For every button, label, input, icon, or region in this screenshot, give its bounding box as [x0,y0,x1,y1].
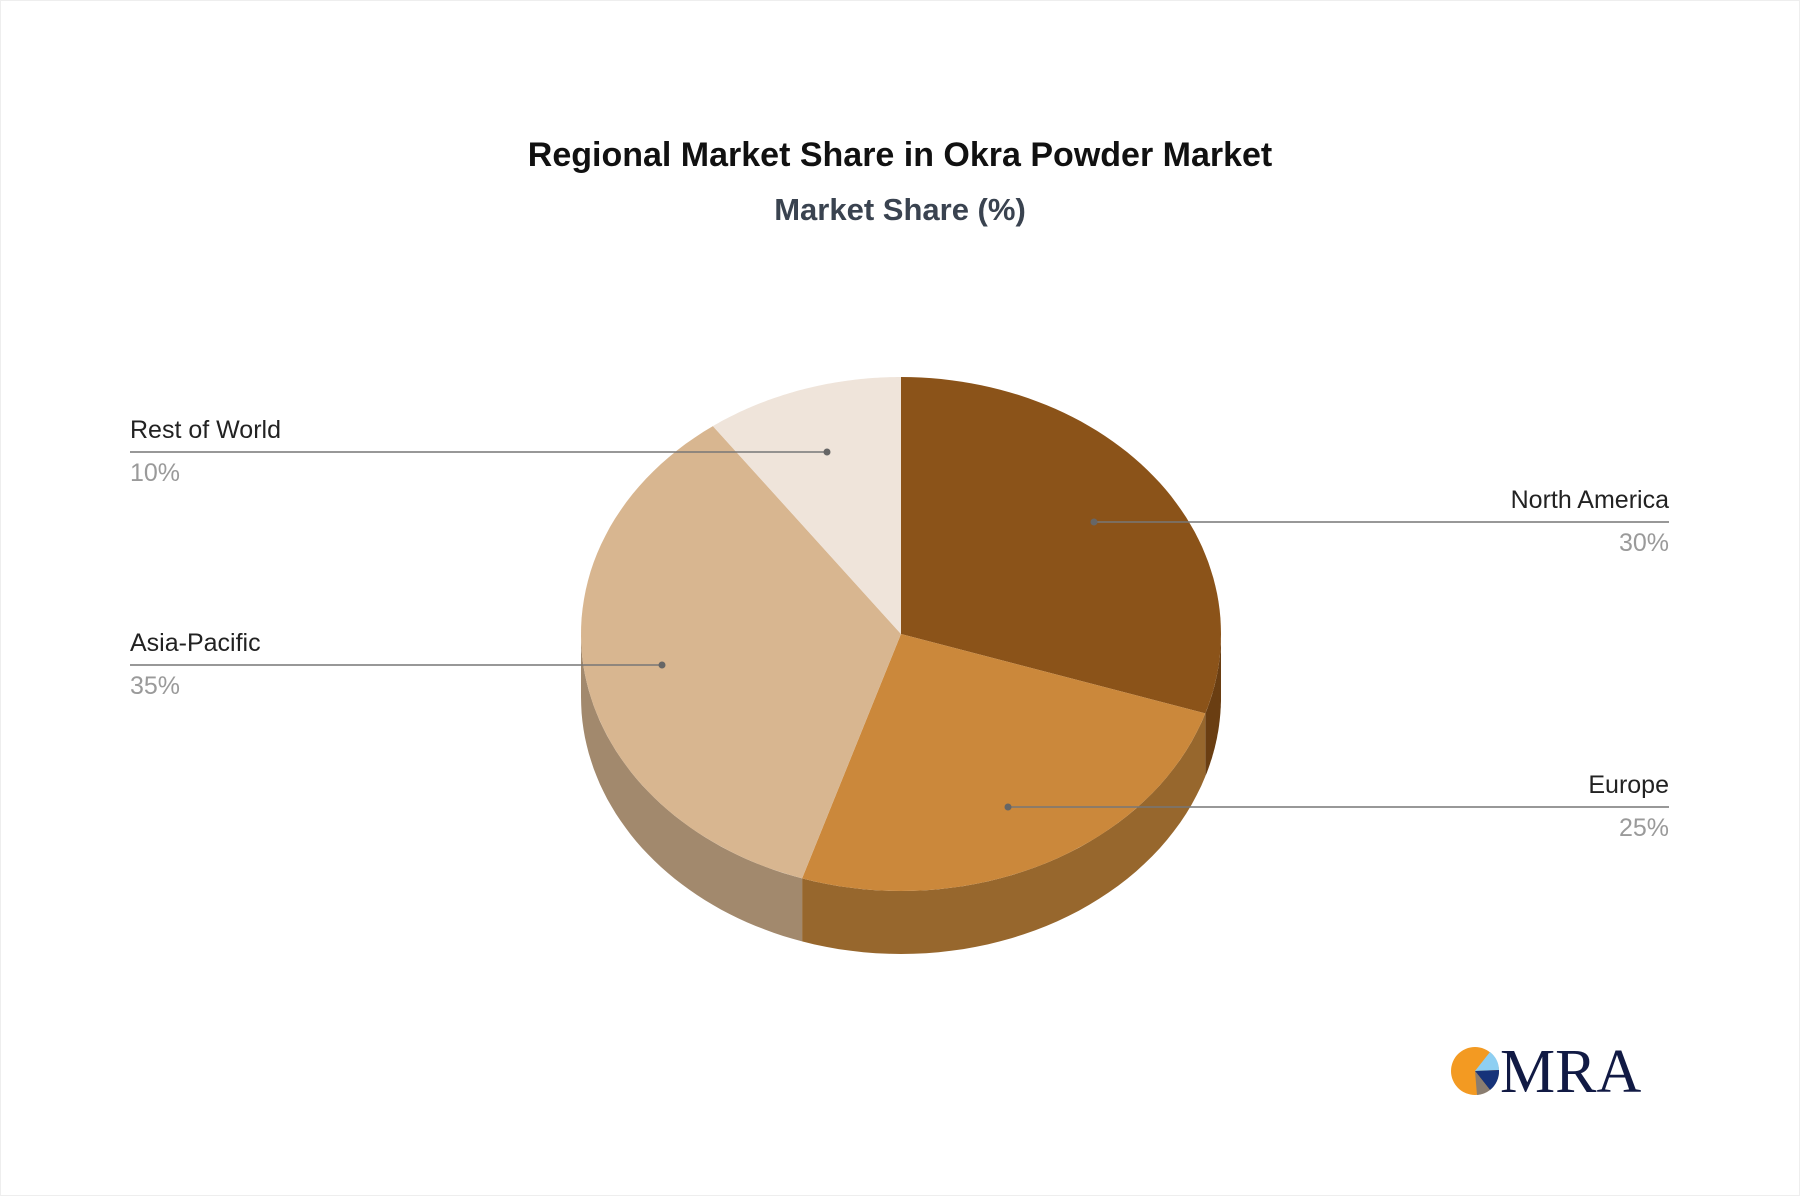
slice-label-asia-pacific: Asia-Pacific [130,629,261,657]
leader-dot-europe [1004,803,1012,811]
slice-value-asia-pacific: 35% [130,672,180,700]
pie-slice-north-america[interactable] [901,377,1221,714]
slice-value-europe: 25% [1619,814,1669,842]
chart-subtitle: Market Share (%) [774,192,1026,227]
slice-value-rest-of-world: 10% [130,459,180,487]
pie-slice-side-asia-pacific [581,634,803,942]
chart-title: Regional Market Share in Okra Powder Mar… [527,136,1273,174]
leader-dot-rest-of-world [823,448,831,456]
slice-label-north-america: North America [1511,486,1669,514]
pie-slice-rest-of-world[interactable] [712,377,901,634]
slice-label-europe: Europe [1588,771,1669,799]
leader-dot-north-america [1090,518,1098,526]
pie-slice-asia-pacific[interactable] [581,426,901,879]
slice-label-rest-of-world: Rest of World [130,416,281,444]
pie-slice-europe[interactable] [802,634,1206,891]
slice-value-north-america: 30% [1619,529,1669,557]
leader-dot-asia-pacific [658,661,666,669]
pie-slice-side-europe [802,713,1206,954]
pie-slice-side-north-america [1205,634,1221,777]
